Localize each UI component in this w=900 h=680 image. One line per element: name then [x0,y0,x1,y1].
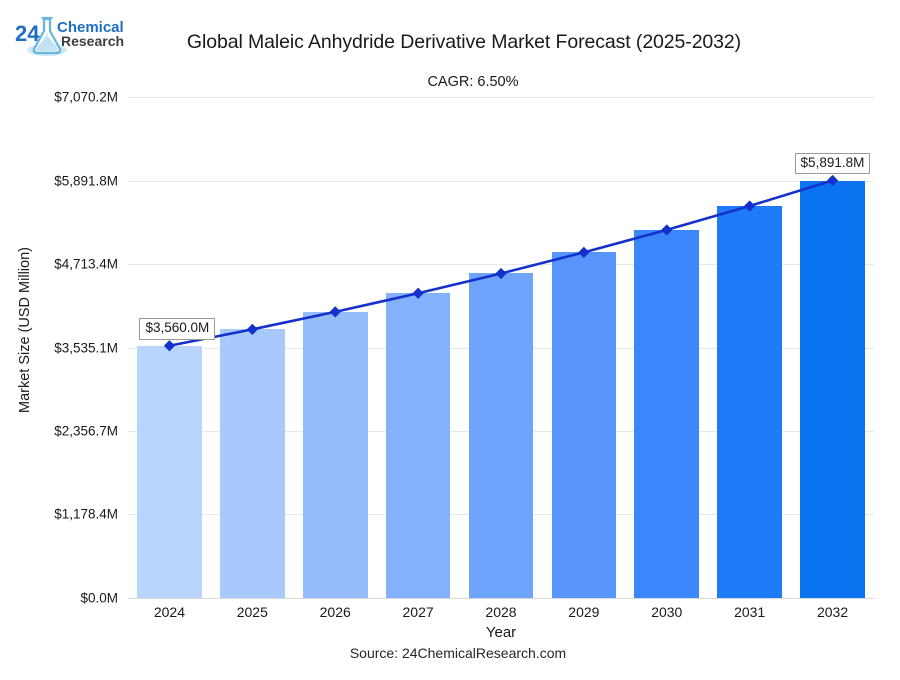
bar-2032[interactable] [800,180,865,598]
bar-2031[interactable] [717,206,782,598]
gridline [128,97,874,98]
gridline [128,180,874,182]
logo-line1: Chemical [57,19,124,36]
logo-mark-text: 24 [15,21,40,46]
bar-2029[interactable] [551,252,617,598]
source-note: Source: 24ChemicalResearch.com [349,645,567,661]
gridline [128,598,874,599]
logo-svg: 24 Chemical Research [15,16,124,56]
x-axis-tick-label: 2032 [816,604,849,620]
x-axis-tick-label: 2030 [651,604,683,620]
y-axis-tick-label: $5,891.8M [54,173,118,188]
plot-area [128,97,874,599]
x-axis-title: Year [485,624,517,641]
bar-2027[interactable] [385,293,451,598]
data-label-2032: $5,891.8M [794,152,871,175]
chart-title: Global Maleic Anhydride Derivative Marke… [186,31,742,53]
chart-subtitle: CAGR: 6.50% [427,74,519,90]
data-label-2024: $3,560.0M [139,317,216,340]
y-axis-tick-label: $3,535.1M [54,340,118,355]
x-axis-tick-label: 2027 [402,604,434,620]
brand-logo: 24 Chemical Research [14,13,126,59]
x-axis-tick-label: 2029 [568,604,600,620]
x-axis-tick-label: 2024 [153,604,186,620]
y-axis-tick-label: $0.0M [80,590,118,606]
x-axis-tick-label: 2031 [734,604,766,620]
bar-2028[interactable] [468,273,534,598]
bar-2026[interactable] [302,311,368,598]
bar-2030[interactable] [634,229,700,598]
bar-2024[interactable] [137,345,202,598]
logo-line2: Research [61,33,124,49]
x-axis-tick-label: 2026 [319,604,351,620]
y-axis-tick-label: $7,070.2M [54,89,118,105]
flask-icon [27,16,67,56]
y-axis-tick-label: $2,356.7M [54,423,118,439]
x-axis-tick-label: 2028 [485,604,517,620]
y-axis-tick-label: $4,713.4M [54,256,118,272]
x-axis-tick-label: 2025 [236,604,268,620]
y-axis-tick-label: $1,178.4M [54,506,118,522]
bar-2025[interactable] [220,329,285,598]
y-axis-tick-labels: $0.0M $1,178.4M $2,356.7M $3,535.1M $4,713.4… [0,90,118,606]
